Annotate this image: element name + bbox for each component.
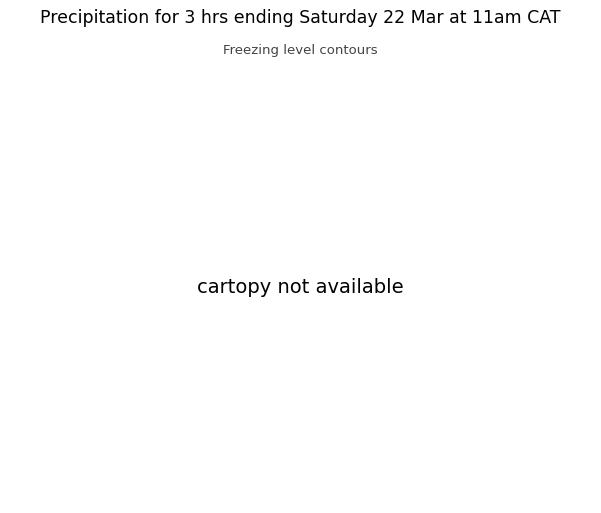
Text: Precipitation for 3 hrs ending Saturday 22 Mar at 11am CAT: Precipitation for 3 hrs ending Saturday … (40, 9, 561, 28)
Text: cartopy not available: cartopy not available (197, 278, 404, 297)
Text: Freezing level contours: Freezing level contours (223, 44, 378, 57)
